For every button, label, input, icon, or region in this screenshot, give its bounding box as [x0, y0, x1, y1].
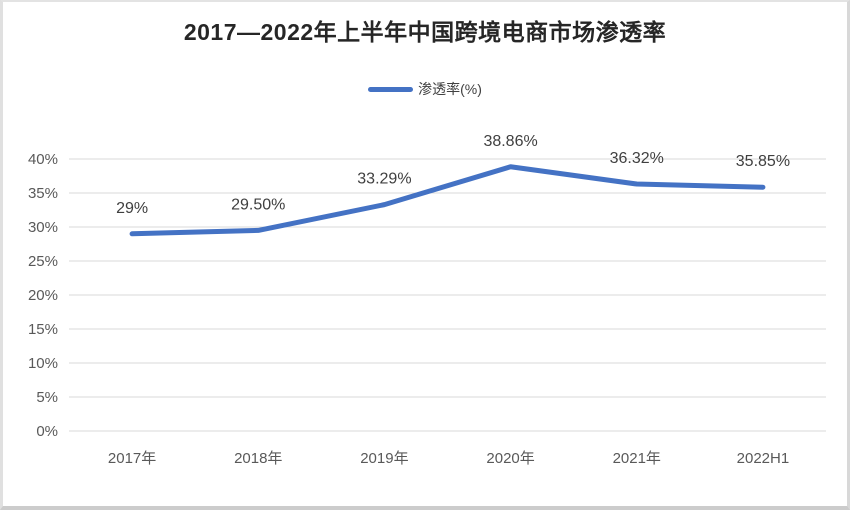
- y-axis-tick-label: 35%: [28, 185, 58, 202]
- y-axis-tick-label: 10%: [28, 355, 58, 372]
- legend-line-swatch: [368, 86, 414, 92]
- data-label: 38.86%: [483, 133, 537, 150]
- y-axis-tick-label: 15%: [28, 321, 58, 338]
- x-axis-tick-label: 2020年: [486, 450, 534, 467]
- y-axis-tick-label: 30%: [28, 219, 58, 236]
- chart-title: 2017—2022年上半年中国跨境电商市场渗透率: [183, 19, 667, 45]
- x-axis-tick-label: 2017年: [108, 450, 156, 467]
- data-label: 29%: [116, 200, 148, 217]
- x-axis-tick-label: 2018年: [234, 450, 282, 467]
- y-axis-tick-label: 20%: [28, 287, 58, 304]
- legend-series-label: 渗透率(%): [418, 81, 482, 97]
- x-axis-tick-label: 2021年: [613, 450, 661, 467]
- y-axis-tick-label: 25%: [28, 253, 58, 270]
- data-label: 29.50%: [231, 196, 285, 213]
- data-label: 36.32%: [610, 150, 664, 167]
- y-axis-tick-label: 0%: [36, 423, 58, 440]
- x-axis-tick-label: 2022H1: [737, 450, 790, 467]
- data-label: 33.29%: [357, 171, 411, 188]
- y-axis-tick-label: 5%: [36, 389, 58, 406]
- line-chart: 0% 5% 10% 15% 20% 25% 30% 35% 40% 29% 29.50% 33.29%…: [28, 133, 826, 467]
- x-axis-tick-label: 2019年: [360, 450, 408, 467]
- y-axis-tick-label: 40%: [28, 151, 58, 168]
- data-label: 35.85%: [736, 153, 790, 170]
- chart-legend: 渗透率(%): [3, 79, 847, 99]
- series-line: [129, 164, 766, 237]
